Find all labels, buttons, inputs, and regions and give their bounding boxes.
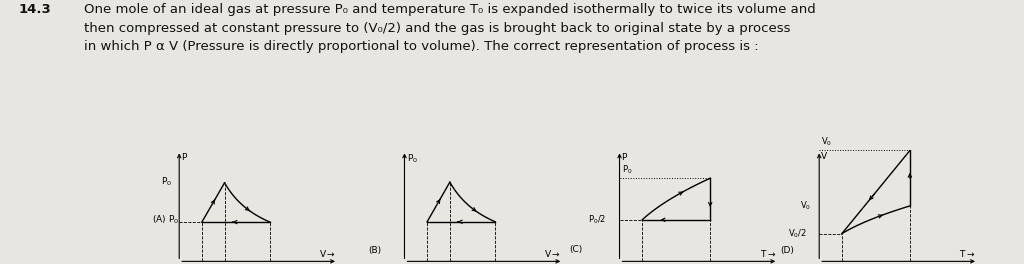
Text: V$\rightarrow$: V$\rightarrow$ [318,248,336,259]
Text: P$_0$: P$_0$ [161,176,172,188]
Text: P$_0$: P$_0$ [622,163,632,176]
Text: P$_0$/2: P$_0$/2 [588,214,606,226]
Text: 14.3: 14.3 [18,3,51,16]
Text: T$\rightarrow$: T$\rightarrow$ [959,248,976,259]
Text: (C): (C) [569,246,583,254]
Text: One mole of an ideal gas at pressure P₀ and temperature T₀ is expanded isotherma: One mole of an ideal gas at pressure P₀ … [84,3,816,53]
Text: (B): (B) [369,246,381,256]
Text: P$_0$: P$_0$ [407,152,418,165]
Text: V$\rightarrow$: V$\rightarrow$ [544,248,561,259]
Text: V: V [820,152,826,162]
Text: T$\rightarrow$: T$\rightarrow$ [760,248,776,259]
Text: P: P [181,153,186,162]
Text: (D): (D) [780,246,795,256]
Text: (A) P$_0$: (A) P$_0$ [152,214,179,226]
Text: V$_0$/2: V$_0$/2 [787,227,807,240]
Text: V$_0$: V$_0$ [800,200,811,212]
Text: P: P [621,153,627,162]
Text: V$_0$: V$_0$ [821,136,833,148]
